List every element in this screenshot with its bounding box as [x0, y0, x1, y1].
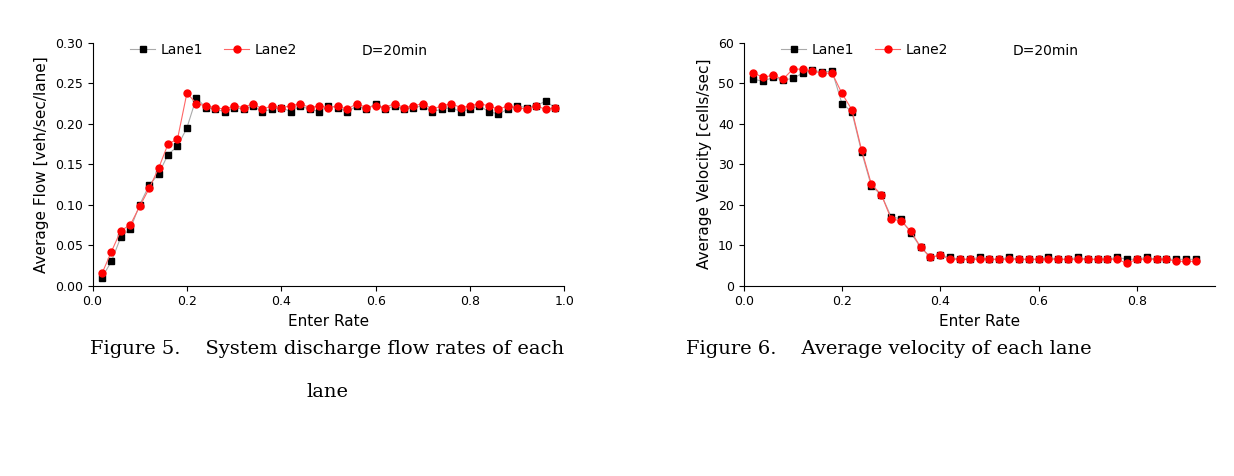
Text: lane: lane — [306, 383, 348, 401]
Y-axis label: Average Velocity [cells/sec]: Average Velocity [cells/sec] — [697, 59, 712, 269]
Text: D=20min: D=20min — [362, 44, 427, 58]
Text: Figure 5.    System discharge flow rates of each: Figure 5. System discharge flow rates of… — [90, 340, 564, 358]
Legend: Lane1, Lane2: Lane1, Lane2 — [781, 43, 948, 57]
Text: D=20min: D=20min — [1013, 44, 1079, 58]
X-axis label: Enter Rate: Enter Rate — [288, 314, 369, 329]
Y-axis label: Average Flow [veh/sec/lane]: Average Flow [veh/sec/lane] — [35, 56, 49, 273]
Text: Figure 6.    Average velocity of each lane: Figure 6. Average velocity of each lane — [686, 340, 1091, 358]
X-axis label: Enter Rate: Enter Rate — [939, 314, 1021, 329]
Legend: Lane1, Lane2: Lane1, Lane2 — [131, 43, 297, 57]
